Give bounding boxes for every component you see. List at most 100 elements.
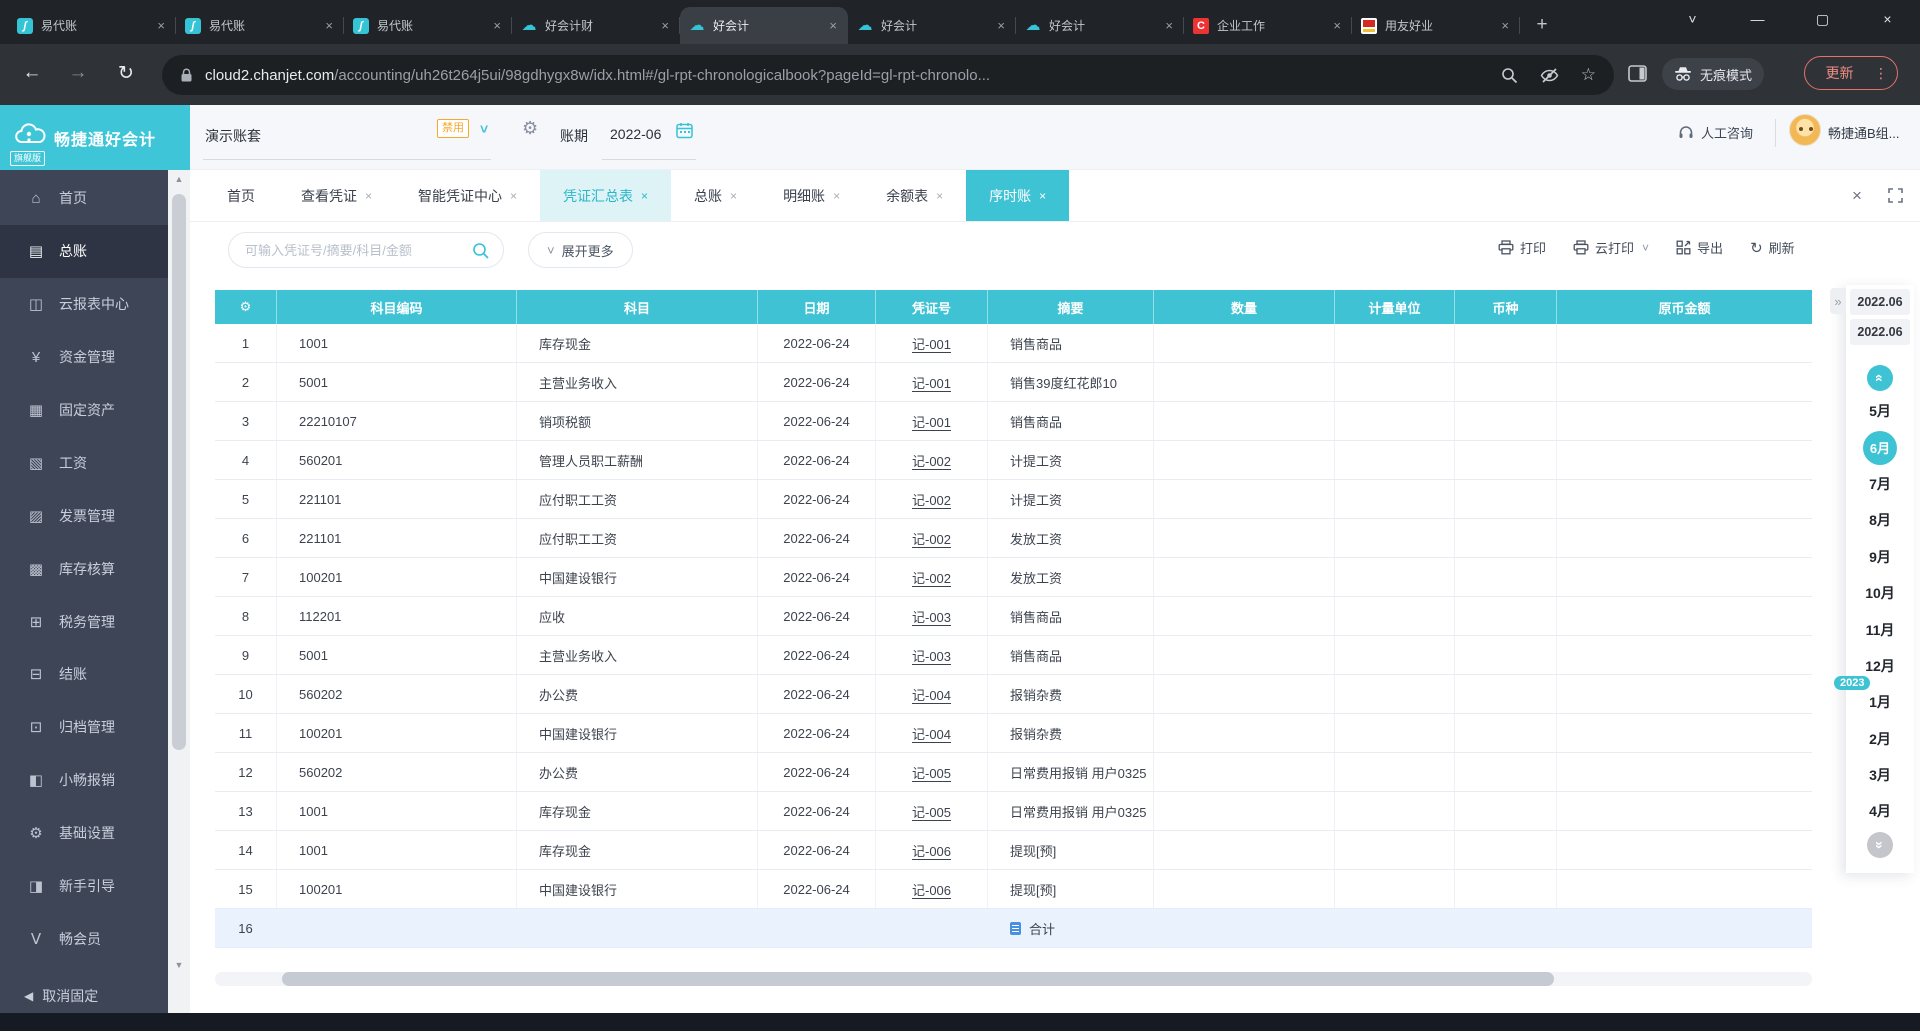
table-row[interactable]: 14 1001 库存现金 2022-06-24 记-006 提现[预]: [215, 831, 1812, 870]
search-icon[interactable]: [472, 242, 489, 259]
table-row[interactable]: 9 5001 主营业务收入 2022-06-24 记-003 销售商品: [215, 636, 1812, 675]
sidebar-item-home[interactable]: ⌂ 首页: [0, 172, 168, 225]
table-row[interactable]: 8 112201 应收 2022-06-24 记-003 销售商品: [215, 597, 1812, 636]
close-button[interactable]: ×: [1883, 11, 1892, 27]
browser-tab[interactable]: ☁ 好会计 ×: [848, 7, 1016, 44]
account-set-name[interactable]: 演示账套: [205, 128, 261, 144]
period-box[interactable]: 2022.06: [1850, 289, 1910, 315]
tab-close-icon[interactable]: ×: [1501, 18, 1509, 33]
account-gear-icon[interactable]: ⚙: [522, 118, 539, 138]
workspace-tab[interactable]: 明细账 ×: [760, 170, 863, 221]
scrollbar-thumb[interactable]: [172, 194, 186, 750]
table-row[interactable]: 12 560202 办公费 2022-06-24 记-005 日常费用报销 用户…: [215, 753, 1812, 792]
table-row[interactable]: 6 221101 应付职工工资 2022-06-24 记-002 发放工资: [215, 519, 1812, 558]
collapse-panel-icon[interactable]: »: [1830, 288, 1846, 314]
table-row[interactable]: 16 合计: [215, 909, 1812, 948]
user-avatar[interactable]: [1789, 114, 1821, 146]
sidebar-item-archive[interactable]: ⊡ 归档管理: [0, 701, 168, 754]
column-header[interactable]: 日期: [758, 290, 876, 324]
months-scroll-up-button[interactable]: «: [1867, 365, 1893, 391]
sidebar-item-guide[interactable]: ◨ 新手引导: [0, 860, 168, 913]
sidebar-item-invoices[interactable]: ▨ 发票管理: [0, 489, 168, 542]
month-july[interactable]: 7月: [1869, 475, 1891, 492]
table-row[interactable]: 1 1001 库存现金 2022-06-24 记-001 销售商品: [215, 324, 1812, 363]
export-button[interactable]: 导出: [1676, 238, 1723, 257]
tab-close-icon[interactable]: ×: [157, 18, 165, 33]
month-may[interactable]: 5月: [1869, 403, 1891, 420]
workspace-tab[interactable]: 总账 ×: [671, 170, 760, 221]
sidebar-item-inventory[interactable]: ▩ 库存核算: [0, 542, 168, 595]
month-october[interactable]: 10月: [1865, 585, 1895, 602]
tab-close-icon[interactable]: ×: [1039, 188, 1047, 203]
sidebar-item-general-ledger[interactable]: ▤ 总账: [0, 224, 168, 278]
side-panel-icon[interactable]: [1628, 65, 1647, 82]
cloud-print-button[interactable]: 云打印 ˅: [1573, 238, 1649, 257]
sidebar-item-funds[interactable]: ¥ 资金管理: [0, 331, 168, 384]
month-august[interactable]: 8月: [1869, 512, 1891, 529]
expand-more-button[interactable]: ˅ 展开更多: [528, 232, 633, 268]
eye-off-icon[interactable]: [1540, 67, 1559, 84]
browser-tab[interactable]: ʃ 易代账 ×: [8, 7, 176, 44]
app-logo[interactable]: 畅捷通好会计 旗舰版: [0, 105, 190, 170]
table-row[interactable]: 4 560201 管理人员职工薪酬 2022-06-24 记-002 计提工资: [215, 441, 1812, 480]
table-row[interactable]: 11 100201 中国建设银行 2022-06-24 记-004 报销杂费: [215, 714, 1812, 753]
browser-tab[interactable]: ☁ 好会计 ×: [680, 7, 848, 44]
scroll-up-icon[interactable]: ▲: [174, 174, 184, 184]
tab-close-icon[interactable]: ×: [997, 18, 1005, 33]
reload-icon[interactable]: ↻: [118, 63, 134, 84]
sidebar-item-settings[interactable]: ⚙ 基础设置: [0, 807, 168, 860]
tab-close-icon[interactable]: ×: [325, 18, 333, 33]
back-icon[interactable]: ←: [22, 62, 42, 83]
month-march[interactable]: 3月: [1869, 767, 1891, 784]
sidebar-item-member[interactable]: Ⅴ 畅会员: [0, 912, 168, 965]
new-tab-button[interactable]: +: [1536, 14, 1548, 35]
tab-close-icon[interactable]: ×: [661, 18, 669, 33]
kebab-menu-icon[interactable]: ⋮: [1874, 64, 1888, 81]
tab-close-icon[interactable]: ×: [829, 18, 837, 33]
months-scroll-down-button[interactable]: »: [1867, 831, 1893, 858]
tab-close-icon[interactable]: ×: [510, 188, 518, 203]
search-input[interactable]: [243, 241, 464, 259]
workspace-tab[interactable]: 余额表 ×: [863, 170, 966, 221]
column-header[interactable]: 原币金额: [1658, 300, 1711, 316]
sidebar-item-closing[interactable]: ⊟ 结账: [0, 648, 168, 701]
account-dropdown-icon[interactable]: ˅: [480, 121, 489, 137]
column-header[interactable]: 凭证号: [876, 290, 988, 324]
zoom-search-icon[interactable]: [1501, 67, 1518, 84]
workspace-tab[interactable]: 智能凭证中心 ×: [395, 170, 540, 221]
update-button[interactable]: 更新 ⋮: [1804, 56, 1898, 90]
month-november[interactable]: 11月: [1865, 621, 1895, 638]
workspace-tab[interactable]: 凭证汇总表 ×: [540, 170, 672, 221]
tab-close-icon[interactable]: ×: [365, 188, 373, 203]
browser-tab[interactable]: ☁ 好会计 ×: [1016, 7, 1184, 44]
column-settings-gear-icon[interactable]: ⚙: [215, 290, 277, 324]
workspace-tab[interactable]: 查看凭证 ×: [278, 170, 395, 221]
forward-icon[interactable]: →: [68, 62, 88, 83]
month-april[interactable]: 4月: [1869, 803, 1891, 820]
table-row[interactable]: 10 560202 办公费 2022-06-24 记-004 报销杂费: [215, 675, 1812, 714]
minimize-button[interactable]: —: [1750, 11, 1765, 27]
column-header[interactable]: 科目编码: [277, 290, 517, 324]
fullscreen-icon[interactable]: [1888, 188, 1903, 203]
table-row[interactable]: 15 100201 中国建设银行 2022-06-24 记-006 提现[预]: [215, 870, 1812, 909]
user-name[interactable]: 畅捷通B组...: [1828, 126, 1900, 141]
table-row[interactable]: 5 221101 应付职工工资 2022-06-24 记-002 计提工资: [215, 480, 1812, 519]
table-row[interactable]: 3 22210107 销项税额 2022-06-24 记-001 销售商品: [215, 402, 1812, 441]
scroll-down-icon[interactable]: ▼: [174, 960, 184, 970]
print-button[interactable]: 打印: [1498, 238, 1546, 257]
tab-close-icon[interactable]: ×: [936, 188, 944, 203]
support-button[interactable]: 人工咨询: [1678, 123, 1753, 142]
browser-tab[interactable]: ʃ 易代账 ×: [344, 7, 512, 44]
unpin-sidebar-button[interactable]: ◀ 取消固定: [24, 986, 98, 1006]
table-row[interactable]: 2 5001 主营业务收入 2022-06-24 记-001 销售39度红花郎1…: [215, 363, 1812, 402]
month-february[interactable]: 2月: [1869, 730, 1891, 747]
column-header[interactable]: 币种: [1455, 290, 1557, 324]
sidebar-item-cloud-reports[interactable]: ◫ 云报表中心: [0, 278, 168, 331]
browser-tab[interactable]: 用友好业 ×: [1352, 7, 1520, 44]
horizontal-scrollbar-thumb[interactable]: [282, 972, 1554, 986]
browser-tab[interactable]: ☁ 好会计财 ×: [512, 7, 680, 44]
tab-close-icon[interactable]: ×: [1165, 18, 1173, 33]
tab-close-icon[interactable]: ×: [1333, 18, 1341, 33]
bookmark-star-icon[interactable]: ☆: [1580, 65, 1596, 84]
column-header[interactable]: 数量: [1154, 290, 1335, 324]
